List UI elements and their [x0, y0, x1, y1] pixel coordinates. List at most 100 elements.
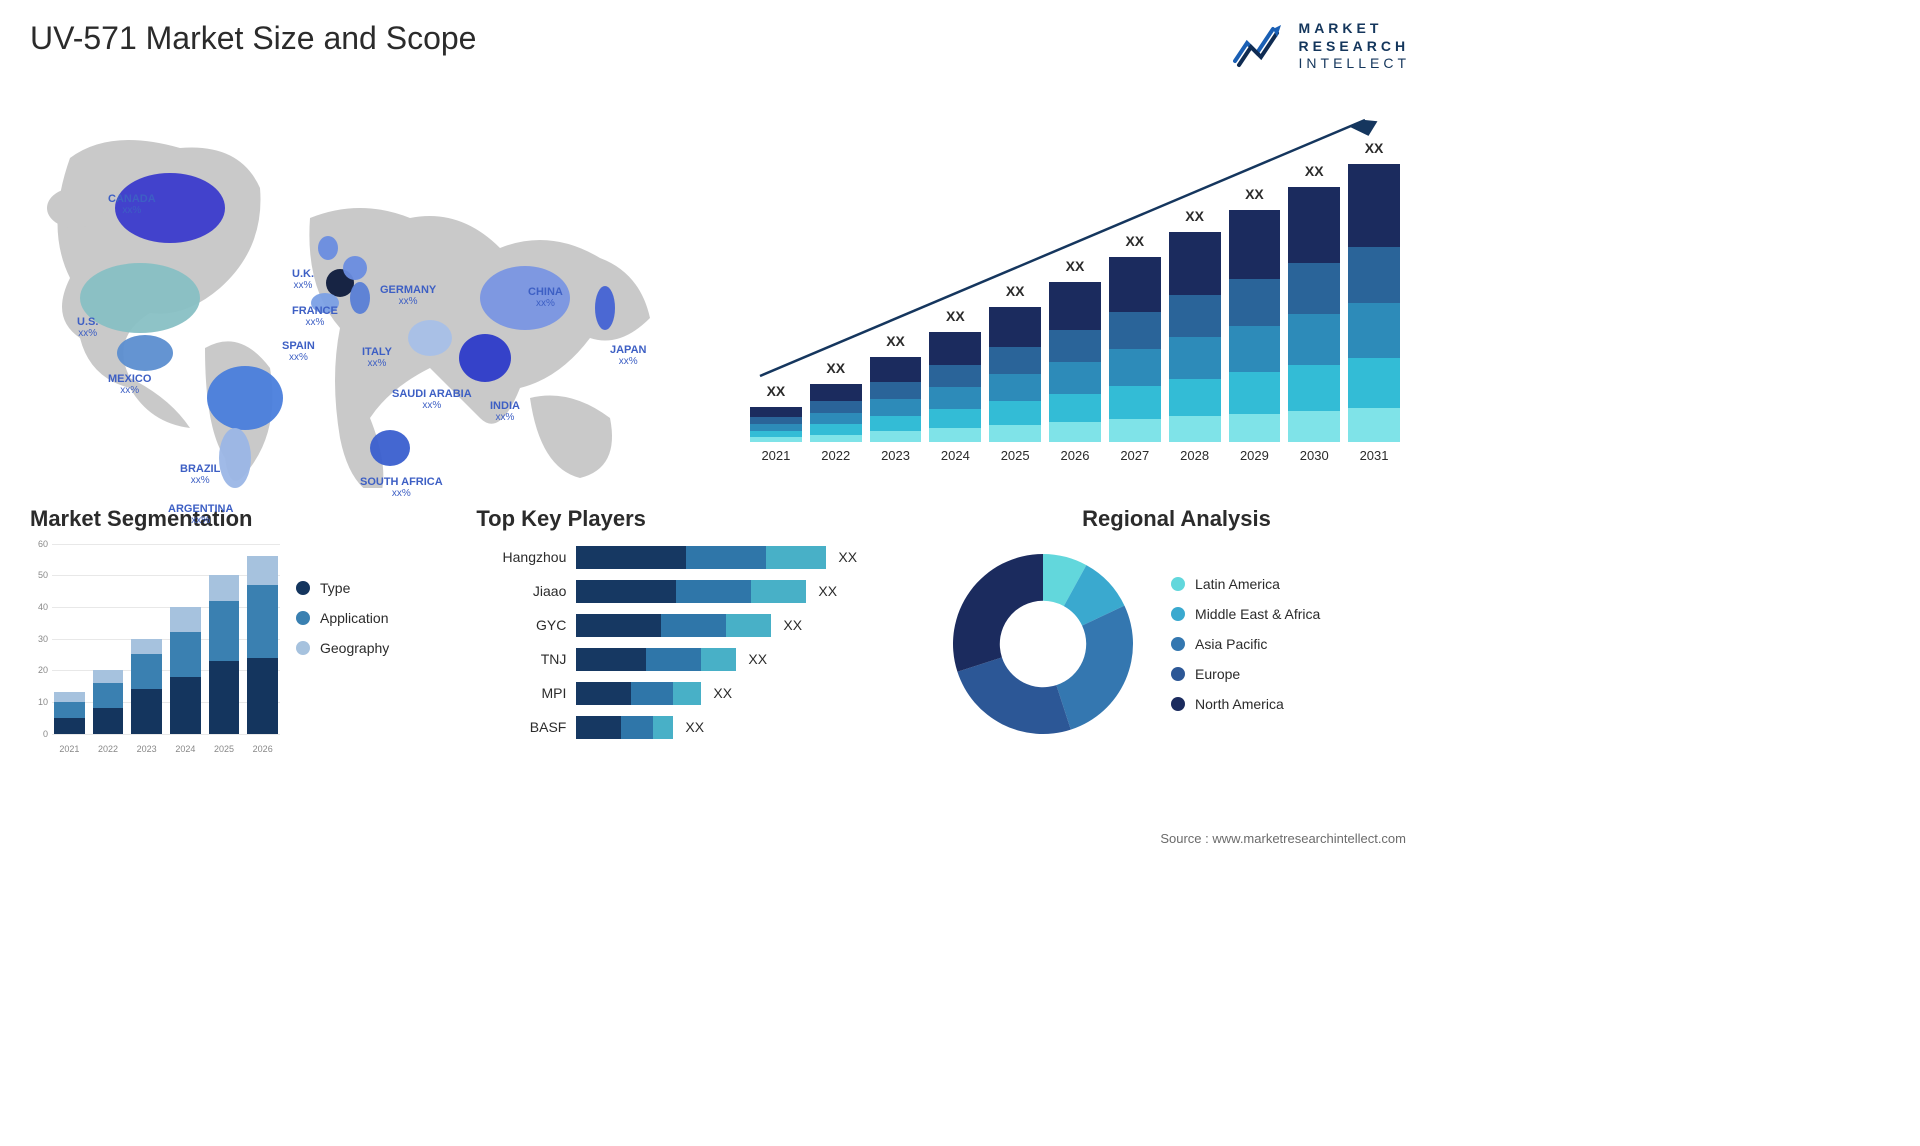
- player-label-gyc: GYC: [536, 614, 566, 637]
- player-value: XX: [783, 617, 802, 633]
- players-panel: Top Key Players Hangzhou Jiaao GYC TNJ MPI BA…: [476, 506, 923, 754]
- player-value: XX: [713, 685, 732, 701]
- seg-bar-2021: [54, 692, 85, 733]
- logo-icon: [1233, 23, 1289, 69]
- forecast-year-label: 2025: [1001, 448, 1030, 463]
- regional-legend: Latin America Middle East & Africa Asia Pa…: [1171, 576, 1320, 712]
- map-label-south-africa: SOUTH AFRICAxx%: [360, 476, 443, 500]
- map-country-india: [459, 334, 511, 382]
- segmentation-panel: Market Segmentation 0102030405060 202120…: [30, 506, 456, 754]
- map-label-brazil: BRAZILxx%: [180, 463, 220, 487]
- logo-line1: MARKET: [1299, 20, 1410, 38]
- seg-bar-2024: [170, 607, 201, 734]
- player-bar-basf: XX: [576, 716, 923, 739]
- map-label-india: INDIAxx%: [490, 400, 520, 424]
- forecast-value-label: XX: [1229, 186, 1281, 202]
- seg-bar-2026: [247, 556, 278, 733]
- world-map-panel: CANADAxx%U.S.xx%MEXICOxx%BRAZILxx%ARGENT…: [30, 88, 710, 488]
- forecast-year-label: 2027: [1120, 448, 1149, 463]
- donut-slice-asia-pacific: [1056, 605, 1133, 729]
- forecast-value-label: XX: [989, 283, 1041, 299]
- forecast-year-label: 2028: [1180, 448, 1209, 463]
- map-label-canada: CANADAxx%: [108, 193, 156, 217]
- region-legend-middle-east-africa: Middle East & Africa: [1171, 606, 1320, 622]
- map-label-china: CHINAxx%: [528, 286, 563, 310]
- map-label-japan: JAPANxx%: [610, 344, 646, 368]
- source-label: Source : www.marketresearchintellect.com: [1160, 831, 1406, 846]
- forecast-chart-panel: XX2021XX2022XX2023XX2024XX2025XX2026XX20…: [740, 88, 1410, 488]
- map-label-france: FRANCExx%: [292, 305, 338, 329]
- seg-bar-2022: [93, 670, 124, 733]
- map-label-u.k.: U.K.xx%: [292, 268, 314, 292]
- forecast-year-label: 2029: [1240, 448, 1269, 463]
- forecast-value-label: XX: [1288, 163, 1340, 179]
- player-label-jiaao: Jiaao: [533, 580, 566, 603]
- seg-legend-type: Type: [296, 580, 389, 596]
- brand-logo: MARKET RESEARCH INTELLECT: [1233, 20, 1410, 73]
- player-value: XX: [685, 719, 704, 735]
- map-country-italy: [350, 282, 370, 314]
- world-map: [30, 88, 710, 488]
- map-label-spain: SPAINxx%: [282, 340, 315, 364]
- map-country-argentina: [219, 428, 251, 488]
- player-bar-hangzhou: XX: [576, 546, 923, 569]
- forecast-value-label: XX: [1049, 258, 1101, 274]
- logo-line3: INTELLECT: [1299, 55, 1410, 73]
- map-country-saudi-arabia: [408, 320, 452, 356]
- map-label-u.s.: U.S.xx%: [77, 316, 98, 340]
- segmentation-chart: 0102030405060 202120222023202420252026: [30, 544, 280, 754]
- forecast-value-label: XX: [1169, 208, 1221, 224]
- player-label-hangzhou: Hangzhou: [503, 546, 567, 569]
- forecast-year-label: 2023: [881, 448, 910, 463]
- donut-slice-europe: [957, 657, 1070, 734]
- seg-legend-application: Application: [296, 610, 389, 626]
- map-country-south-africa: [370, 430, 410, 466]
- player-label-basf: BASF: [530, 716, 567, 739]
- player-bar-jiaao: XX: [576, 580, 923, 603]
- map-country-u.k.: [318, 236, 338, 260]
- forecast-year-label: 2024: [941, 448, 970, 463]
- region-legend-europe: Europe: [1171, 666, 1320, 682]
- player-bar-tnj: XX: [576, 648, 923, 671]
- forecast-bar-2022: XX2022: [810, 384, 862, 463]
- logo-line2: RESEARCH: [1299, 38, 1410, 56]
- forecast-year-label: 2031: [1360, 448, 1389, 463]
- forecast-year-label: 2026: [1061, 448, 1090, 463]
- forecast-value-label: XX: [750, 383, 802, 399]
- segmentation-title: Market Segmentation: [30, 506, 456, 532]
- regional-panel: Regional Analysis Latin AmericaMiddle Ea…: [943, 506, 1410, 754]
- seg-bar-2023: [131, 639, 162, 734]
- segmentation-legend: Type Application Geography: [296, 544, 389, 754]
- forecast-bar-2024: XX2024: [929, 332, 981, 463]
- page-title: UV-571 Market Size and Scope: [30, 20, 476, 57]
- region-legend-asia-pacific: Asia Pacific: [1171, 636, 1320, 652]
- map-country-mexico: [117, 335, 173, 371]
- map-label-argentina: ARGENTINAxx%: [168, 503, 233, 527]
- forecast-year-label: 2022: [821, 448, 850, 463]
- players-title: Top Key Players: [476, 506, 923, 532]
- map-label-germany: GERMANYxx%: [380, 284, 436, 308]
- forecast-value-label: XX: [1348, 140, 1400, 156]
- player-bar-gyc: XX: [576, 614, 923, 637]
- forecast-year-label: 2021: [761, 448, 790, 463]
- map-country-germany: [343, 256, 367, 280]
- player-value: XX: [818, 583, 837, 599]
- seg-legend-geography: Geography: [296, 640, 389, 656]
- forecast-bar-2026: XX2026: [1049, 282, 1101, 463]
- map-label-italy: ITALYxx%: [362, 346, 392, 370]
- forecast-year-label: 2030: [1300, 448, 1329, 463]
- forecast-bar-2031: XX2031: [1348, 164, 1400, 463]
- region-legend-north-america: North America: [1171, 696, 1320, 712]
- forecast-value-label: XX: [810, 360, 862, 376]
- player-label-mpi: MPI: [541, 682, 566, 705]
- player-bar-mpi: XX: [576, 682, 923, 705]
- forecast-bar-2030: XX2030: [1288, 187, 1340, 463]
- forecast-bar-2021: XX2021: [750, 407, 802, 463]
- player-value: XX: [748, 651, 767, 667]
- forecast-bar-2027: XX2027: [1109, 257, 1161, 463]
- forecast-value-label: XX: [870, 333, 922, 349]
- player-label-tnj: TNJ: [541, 648, 567, 671]
- map-country-brazil: [207, 366, 283, 430]
- forecast-bar-2023: XX2023: [870, 357, 922, 463]
- region-legend-latin-america: Latin America: [1171, 576, 1320, 592]
